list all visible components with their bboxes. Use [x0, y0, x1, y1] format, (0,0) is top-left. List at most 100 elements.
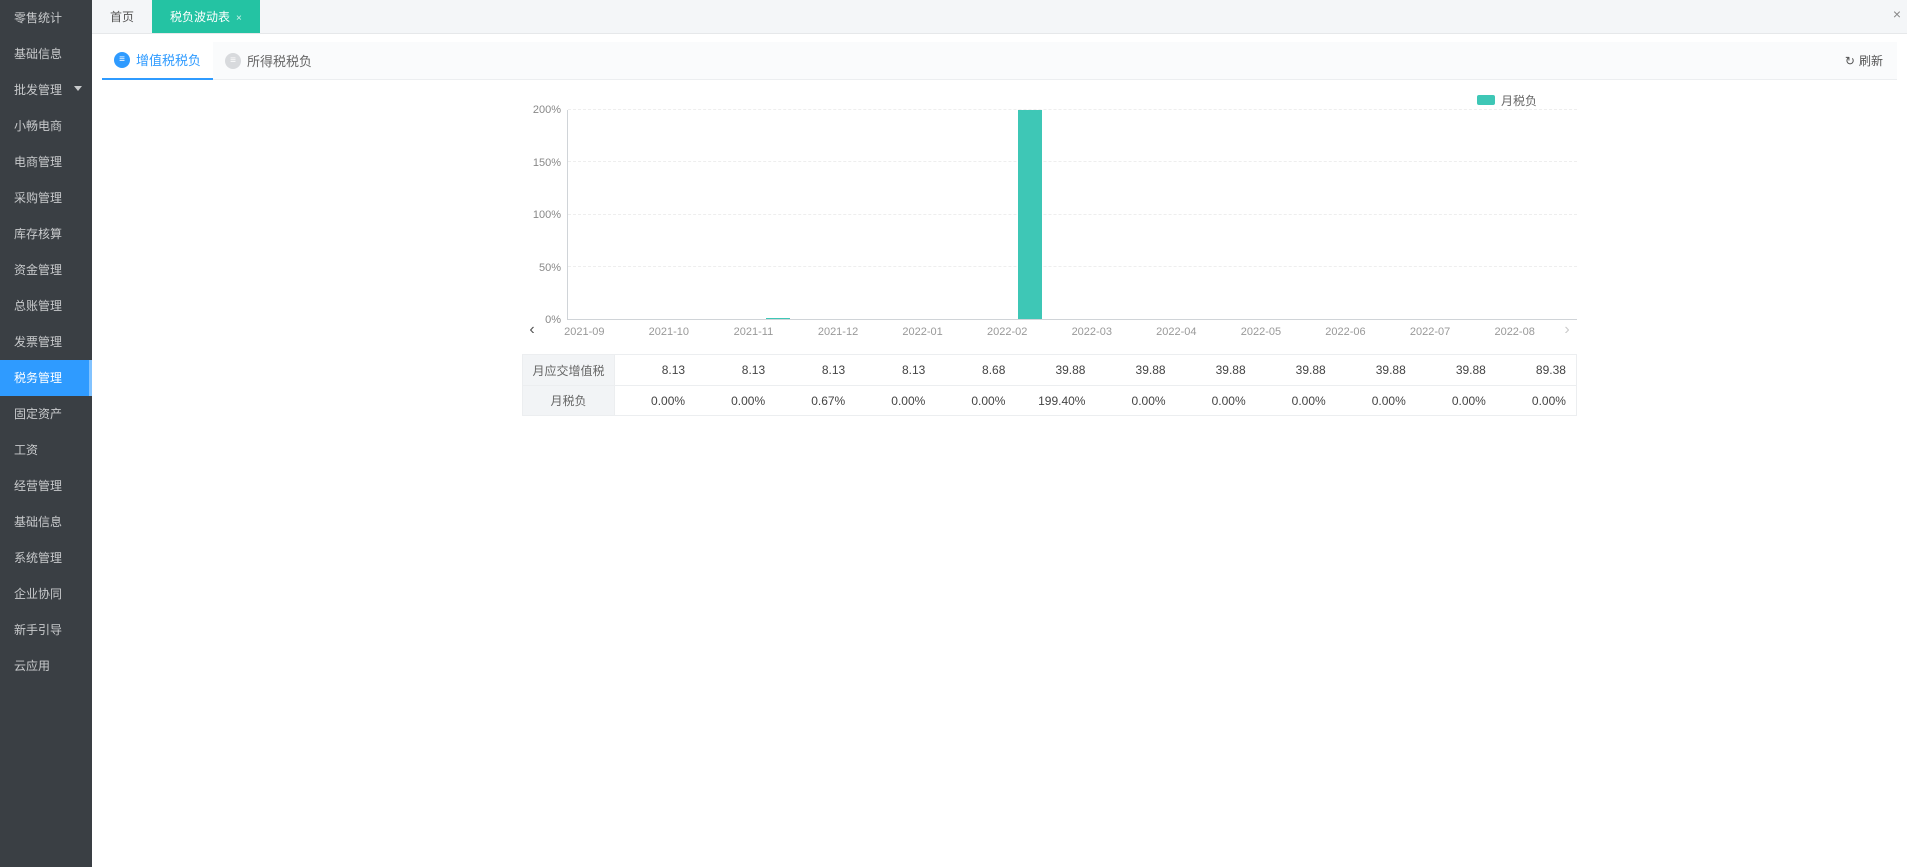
cell: 0.00%	[1095, 386, 1175, 415]
sidebar-item[interactable]: 库存核算	[0, 216, 92, 252]
chevron-right-icon[interactable]: ›	[1557, 320, 1577, 340]
close-icon[interactable]: ×	[236, 13, 242, 24]
cell: 199.40%	[1015, 386, 1095, 415]
sub-tab[interactable]: ≡ 增值税税负	[102, 42, 213, 80]
cell: 8.68	[935, 355, 1015, 385]
sidebar-item[interactable]: 新手引导	[0, 612, 92, 648]
cell: 39.88	[1256, 355, 1336, 385]
cell: 39.88	[1095, 355, 1175, 385]
main-area: 首页税负波动表×× ≡增值税税负≡所得税税负 ↻ 刷新 月税负 0%50%100…	[92, 0, 1907, 867]
sidebar-item[interactable]: 基础信息	[0, 36, 92, 72]
table-row: 月应交增值税8.138.138.138.138.6839.8839.8839.8…	[523, 355, 1576, 385]
cell: 39.88	[1176, 355, 1256, 385]
cell: 89.38	[1496, 355, 1576, 385]
sidebar: 零售统计基础信息批发管理小畅电商电商管理采购管理库存核算资金管理总账管理发票管理…	[0, 0, 92, 867]
legend-swatch	[1477, 95, 1495, 105]
cell: 0.00%	[1496, 386, 1576, 415]
y-tick-label: 200%	[533, 104, 561, 116]
refresh-icon: ↻	[1845, 54, 1855, 68]
content: ≡ 增值税税负 ≡ 所得税税负 ↻ 刷新 月税负 0% 50% 100% 150% 200%	[92, 34, 1907, 867]
cell: 8.13	[855, 355, 935, 385]
grid-line	[568, 266, 1577, 267]
sub-tab-bar: ≡ 增值税税负 ≡ 所得税税负 ↻ 刷新	[102, 42, 1897, 80]
grid-line	[568, 109, 1577, 110]
sidebar-item[interactable]: 固定资产	[0, 396, 92, 432]
y-tick-label: 150%	[533, 157, 561, 169]
chart: 月税负 0% 50% 100% 150% 200% ‹ 2021-092021-1020…	[102, 80, 1897, 416]
legend-label: 月税负	[1501, 92, 1537, 109]
sidebar-item[interactable]: 税务管理	[0, 360, 92, 396]
sidebar-item[interactable]: 总账管理	[0, 288, 92, 324]
cell: 0.00%	[1416, 386, 1496, 415]
cell: 0.00%	[855, 386, 935, 415]
cell: 39.88	[1336, 355, 1416, 385]
cell: 8.13	[695, 355, 775, 385]
cell: 39.88	[1015, 355, 1095, 385]
grid-line	[568, 161, 1577, 162]
panel-body: 月税负 0% 50% 100% 150% 200% ‹ 2021-092021-1020…	[102, 80, 1897, 540]
y-tick-label: 100%	[533, 209, 561, 221]
sidebar-item[interactable]: 云应用	[0, 648, 92, 684]
y-tick-label: 50%	[539, 262, 561, 274]
x-tick-label: 2022-04	[1134, 322, 1219, 338]
sidebar-item[interactable]: 经营管理	[0, 468, 92, 504]
refresh-label: 刷新	[1859, 52, 1883, 69]
row-body: 0.00%0.00%0.67%0.00%0.00%199.40%0.00%0.0…	[615, 386, 1576, 415]
row-header: 月税负	[523, 386, 615, 415]
sidebar-item[interactable]: 批发管理	[0, 72, 92, 108]
tab[interactable]: 首页	[92, 0, 152, 33]
grid-line	[568, 214, 1577, 215]
sidebar-item[interactable]: 发票管理	[0, 324, 92, 360]
cell: 8.13	[775, 355, 855, 385]
cell: 0.00%	[1256, 386, 1336, 415]
sidebar-item[interactable]: 系统管理	[0, 540, 92, 576]
row-header: 月应交增值税	[523, 355, 615, 385]
x-tick-label: 2022-05	[1219, 322, 1304, 338]
sidebar-item[interactable]: 工资	[0, 432, 92, 468]
bar	[1018, 110, 1042, 319]
x-tick-label: 2022-08	[1472, 322, 1557, 338]
sidebar-item[interactable]: 基础信息	[0, 504, 92, 540]
data-table: 月应交增值税8.138.138.138.138.6839.8839.8839.8…	[522, 354, 1577, 416]
x-tick-label: 2022-03	[1049, 322, 1134, 338]
chart-legend: 月税负	[102, 90, 1897, 110]
sub-tab-label: 所得税税负	[247, 51, 312, 70]
tab[interactable]: 税负波动表×	[152, 0, 260, 33]
refresh-button[interactable]: ↻ 刷新	[1845, 52, 1883, 69]
sidebar-item[interactable]: 电商管理	[0, 144, 92, 180]
cell: 8.13	[615, 355, 695, 385]
cell: 39.88	[1416, 355, 1496, 385]
sub-tab-label: 增值税税负	[136, 50, 201, 69]
chevron-down-icon	[74, 86, 82, 91]
cell: 0.00%	[1336, 386, 1416, 415]
cell: 0.67%	[775, 386, 855, 415]
plot-row: 0%50%100%150%200%	[102, 110, 1897, 320]
x-tick-label: 2022-02	[965, 322, 1050, 338]
x-tick-label: 2022-01	[880, 322, 965, 338]
x-tick-label: 2022-06	[1303, 322, 1388, 338]
sidebar-item[interactable]: 零售统计	[0, 0, 92, 36]
close-icon[interactable]: ×	[1893, 6, 1901, 22]
x-tick-label: 2021-10	[627, 322, 712, 338]
tab-icon: ≡	[225, 53, 241, 69]
y-tick-label: 0%	[545, 314, 561, 326]
table-row: 月税负0.00%0.00%0.67%0.00%0.00%199.40%0.00%…	[523, 385, 1576, 415]
cell: 0.00%	[615, 386, 695, 415]
tab-bar: 首页税负波动表××	[92, 0, 1907, 34]
sidebar-item[interactable]: 采购管理	[0, 180, 92, 216]
cell: 0.00%	[1176, 386, 1256, 415]
cell: 0.00%	[935, 386, 1015, 415]
sub-tab[interactable]: ≡ 所得税税负	[213, 42, 324, 80]
sidebar-item[interactable]: 资金管理	[0, 252, 92, 288]
sidebar-item[interactable]: 小畅电商	[0, 108, 92, 144]
cell: 0.00%	[695, 386, 775, 415]
chevron-left-icon[interactable]: ‹	[522, 320, 542, 340]
x-tick-label: 2021-11	[711, 322, 796, 338]
sidebar-item[interactable]: 企业协同	[0, 576, 92, 612]
tab-icon: ≡	[114, 52, 130, 68]
panel: ≡ 增值税税负 ≡ 所得税税负 ↻ 刷新 月税负 0% 50% 100% 150% 200%	[102, 42, 1897, 540]
bar	[766, 318, 790, 319]
row-body: 8.138.138.138.138.6839.8839.8839.8839.88…	[615, 355, 1576, 385]
x-ticks: 2021-092021-102021-112021-122022-012022-…	[542, 322, 1557, 338]
x-axis-row: ‹ 2021-092021-102021-112021-122022-01202…	[102, 320, 1897, 340]
